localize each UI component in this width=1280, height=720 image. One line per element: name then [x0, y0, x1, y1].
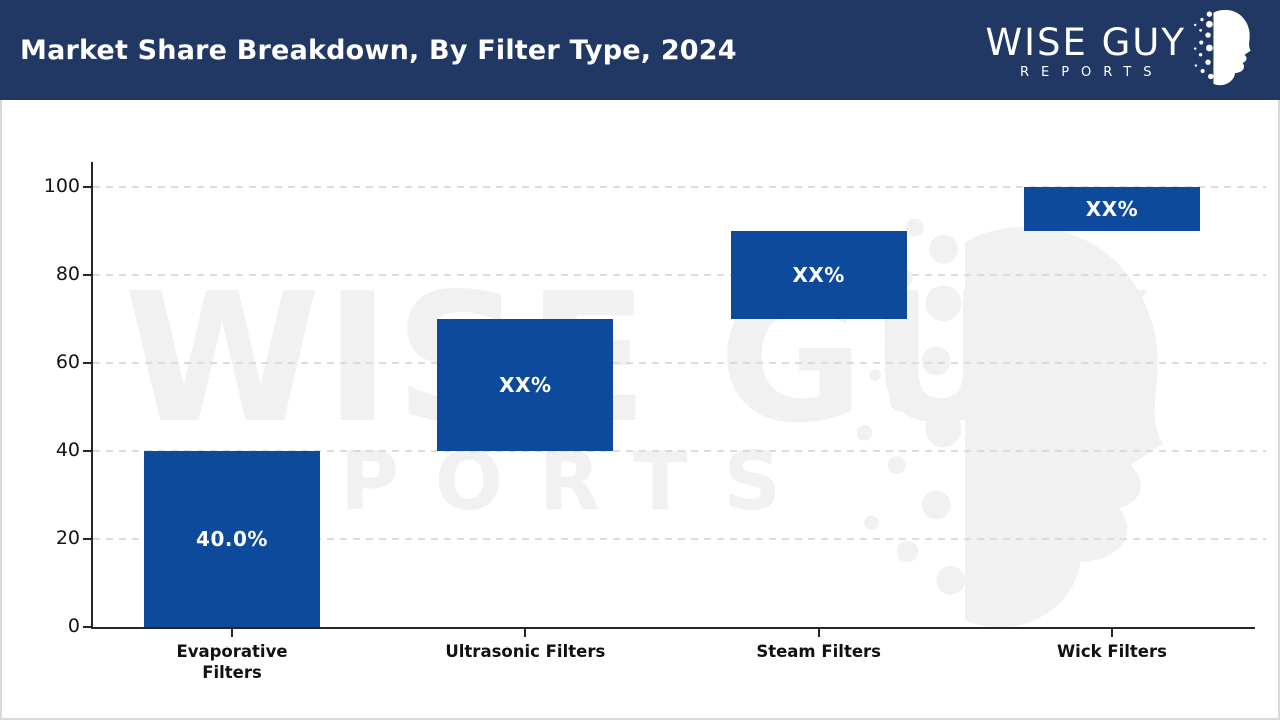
brand-logo-text: WISE GUY REPORTS: [985, 21, 1186, 80]
bar-segment: XX%: [437, 319, 614, 451]
y-tick-mark: [83, 274, 91, 276]
x-tick-mark: [1110, 629, 1113, 637]
face-profile-icon: [1188, 6, 1266, 98]
x-axis-line: [91, 627, 1255, 629]
gridline: [93, 450, 1266, 452]
gridline: [93, 274, 1266, 276]
y-tick-mark: [83, 538, 91, 540]
y-tick-label: 40: [55, 439, 80, 461]
bar-segment: XX%: [730, 231, 907, 319]
y-tick-mark: [83, 450, 91, 452]
page-title: Market Share Breakdown, By Filter Type, …: [20, 34, 737, 66]
y-tick-label: 20: [55, 527, 80, 549]
header-bar: Market Share Breakdown, By Filter Type, …: [0, 0, 1280, 100]
x-category-label: Evaporative Filters: [176, 642, 288, 683]
bar-value-label: XX%: [499, 373, 552, 397]
x-category-label: Wick Filters: [1056, 642, 1167, 661]
y-tick-label: 0: [67, 615, 80, 637]
bar-segment: 40.0%: [144, 451, 320, 627]
x-tick-mark: [817, 629, 820, 637]
x-category-label: Steam Filters: [756, 642, 881, 661]
x-category-label: Ultrasonic Filters: [445, 642, 606, 661]
bar-value-label: XX%: [792, 263, 845, 287]
y-tick-mark: [83, 362, 91, 364]
x-tick-mark: [524, 629, 527, 637]
chart-area: WISE GUY REPORTS 0 20 40 60 80 100 40.0% Evapor: [0, 100, 1280, 720]
y-tick-label: 100: [43, 175, 80, 197]
watermark-face-icon: [856, 200, 1217, 684]
x-tick-mark: [231, 629, 233, 637]
gridline: [93, 362, 1266, 364]
brand-name: WISE GUY: [985, 21, 1186, 65]
bar-value-label: XX%: [1085, 197, 1139, 221]
brand-logo: WISE GUY REPORTS: [986, 6, 1266, 98]
bar-value-label: 40.0%: [196, 527, 268, 551]
y-tick-mark: [83, 626, 91, 628]
gridline: [93, 186, 1266, 188]
y-tick-mark: [83, 186, 91, 188]
y-tick-label: 60: [55, 351, 80, 373]
gridline: [93, 538, 1266, 540]
brand-subname: REPORTS: [1019, 64, 1164, 80]
bar-segment: XX%: [1023, 187, 1200, 231]
y-tick-label: 80: [55, 263, 80, 285]
y-axis-line: [91, 162, 93, 629]
